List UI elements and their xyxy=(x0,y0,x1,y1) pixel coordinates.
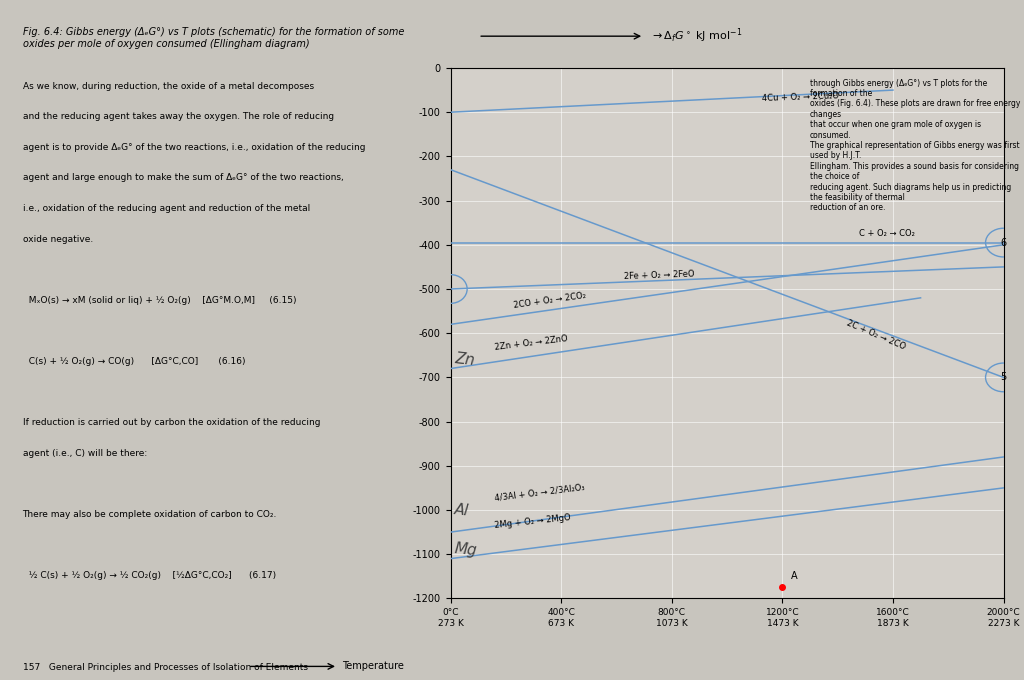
Text: oxide negative.: oxide negative. xyxy=(23,235,93,243)
Text: i.e., oxidation of the reducing agent and reduction of the metal: i.e., oxidation of the reducing agent an… xyxy=(23,204,310,213)
Text: 2C + O₂ → 2CO: 2C + O₂ → 2CO xyxy=(845,319,906,352)
Text: Zn: Zn xyxy=(454,351,475,369)
Text: $\rightarrow\Delta_fG^\circ$ kJ mol$^{-1}$: $\rightarrow\Delta_fG^\circ$ kJ mol$^{-1… xyxy=(649,27,742,46)
Text: and the reducing agent takes away the oxygen. The role of reducing: and the reducing agent takes away the ox… xyxy=(23,112,334,121)
Text: MₓO(s) → xM (solid or liq) + ½ O₂(g)    [ΔG°M.O,M]     (6.15): MₓO(s) → xM (solid or liq) + ½ O₂(g) [ΔG… xyxy=(23,296,296,305)
Text: 2Zn + O₂ → 2ZnO: 2Zn + O₂ → 2ZnO xyxy=(494,334,568,352)
Text: 2Mg + O₂ → 2MgO: 2Mg + O₂ → 2MgO xyxy=(494,513,571,530)
Text: 157   General Principles and Processes of Isolation of Elements: 157 General Principles and Processes of … xyxy=(23,663,307,672)
Text: agent is to provide ΔₑG° of the two reactions, i.e., oxidation of the reducing: agent is to provide ΔₑG° of the two reac… xyxy=(23,143,365,152)
Text: 5: 5 xyxy=(1000,373,1007,382)
Text: agent and large enough to make the sum of ΔₑG° of the two reactions,: agent and large enough to make the sum o… xyxy=(23,173,343,182)
Text: C + O₂ → CO₂: C + O₂ → CO₂ xyxy=(859,229,914,238)
Text: As we know, during reduction, the oxide of a metal decomposes: As we know, during reduction, the oxide … xyxy=(23,82,313,90)
Text: If reduction is carried out by carbon the oxidation of the reducing: If reduction is carried out by carbon th… xyxy=(23,418,321,427)
Text: Mg: Mg xyxy=(454,541,478,558)
Text: 4/3Al + O₂ → 2/3Al₂O₃: 4/3Al + O₂ → 2/3Al₂O₃ xyxy=(494,482,585,503)
Text: 6: 6 xyxy=(1000,237,1007,248)
Text: Temperature: Temperature xyxy=(342,662,404,671)
Text: ½ C(s) + ½ O₂(g) → ½ CO₂(g)    [½ΔG°C,CO₂]      (6.17): ½ C(s) + ½ O₂(g) → ½ CO₂(g) [½ΔG°C,CO₂] … xyxy=(23,571,275,580)
Text: 2CO + O₂ → 2CO₂: 2CO + O₂ → 2CO₂ xyxy=(513,290,587,309)
Text: 2Fe + O₂ → 2FeO: 2Fe + O₂ → 2FeO xyxy=(624,269,695,281)
Text: agent (i.e., C) will be there:: agent (i.e., C) will be there: xyxy=(23,449,146,458)
Text: C(s) + ½ O₂(g) → CO(g)      [ΔG°C,CO]       (6.16): C(s) + ½ O₂(g) → CO(g) [ΔG°C,CO] (6.16) xyxy=(23,357,245,366)
Text: There may also be complete oxidation of carbon to CO₂.: There may also be complete oxidation of … xyxy=(23,510,276,519)
Text: A: A xyxy=(791,571,798,581)
Text: Fig. 6.4: Gibbs energy (ΔₑG°) vs T plots (schematic) for the formation of some
o: Fig. 6.4: Gibbs energy (ΔₑG°) vs T plots… xyxy=(23,27,403,49)
Text: 4Cu + O₂ → 2Cu₂O: 4Cu + O₂ → 2Cu₂O xyxy=(762,91,840,103)
Text: Al: Al xyxy=(454,502,470,518)
Text: through Gibbs energy (ΔₑG°) vs T plots for the formation of the
oxides (Fig. 6.4: through Gibbs energy (ΔₑG°) vs T plots f… xyxy=(810,79,1020,212)
